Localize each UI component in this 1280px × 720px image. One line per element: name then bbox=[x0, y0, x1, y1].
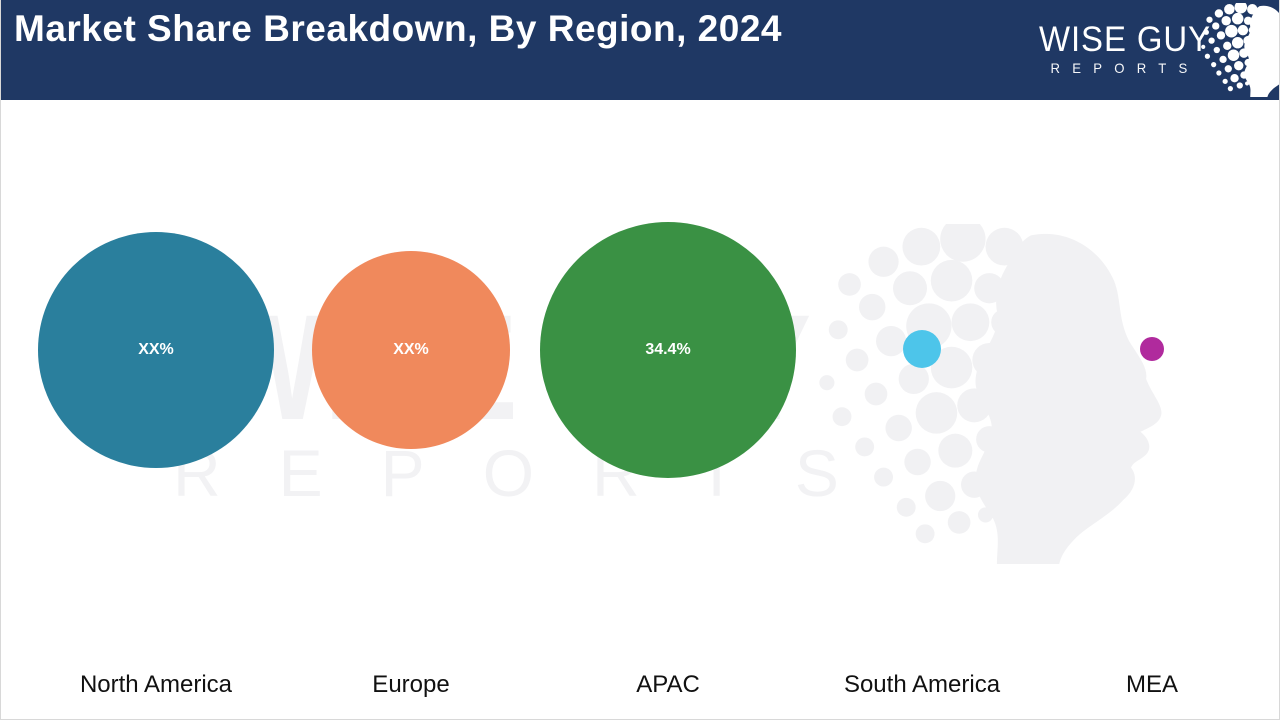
axis-label-apac: APAC bbox=[636, 671, 700, 698]
logo-text: WISE GUY REPORTS bbox=[1039, 22, 1211, 76]
axis-label-north-america: North America bbox=[79, 671, 233, 698]
bubble-europe: XX% bbox=[312, 251, 510, 449]
logo-wordmark: WISE GUY bbox=[1038, 20, 1211, 59]
bubble-south-america bbox=[903, 330, 941, 368]
header-bar: Market Share Breakdown, By Region, 2024 … bbox=[1, 0, 1280, 100]
bubble-value-label: 34.4% bbox=[645, 341, 691, 358]
bubble-value-label: XX% bbox=[393, 341, 429, 358]
bubble-mea bbox=[1140, 337, 1164, 361]
axis-label-south-america: South America bbox=[843, 671, 1001, 698]
wiseguy-head-icon bbox=[1195, 3, 1280, 97]
wiseguy-head-watermark-icon bbox=[788, 224, 1168, 564]
page-title: Market Share Breakdown, By Region, 2024 bbox=[14, 8, 782, 49]
bubble-apac: 34.4% bbox=[540, 222, 796, 478]
axis-label-mea: MEA bbox=[1125, 671, 1179, 698]
wiseguy-logo: WISE GUY REPORTS bbox=[1021, 0, 1280, 100]
bubble-north-america: XX% bbox=[38, 232, 274, 468]
axis-label-europe: Europe bbox=[372, 671, 450, 698]
logo-subtext: REPORTS bbox=[1050, 60, 1200, 76]
bubble-value-label: XX% bbox=[138, 341, 174, 358]
